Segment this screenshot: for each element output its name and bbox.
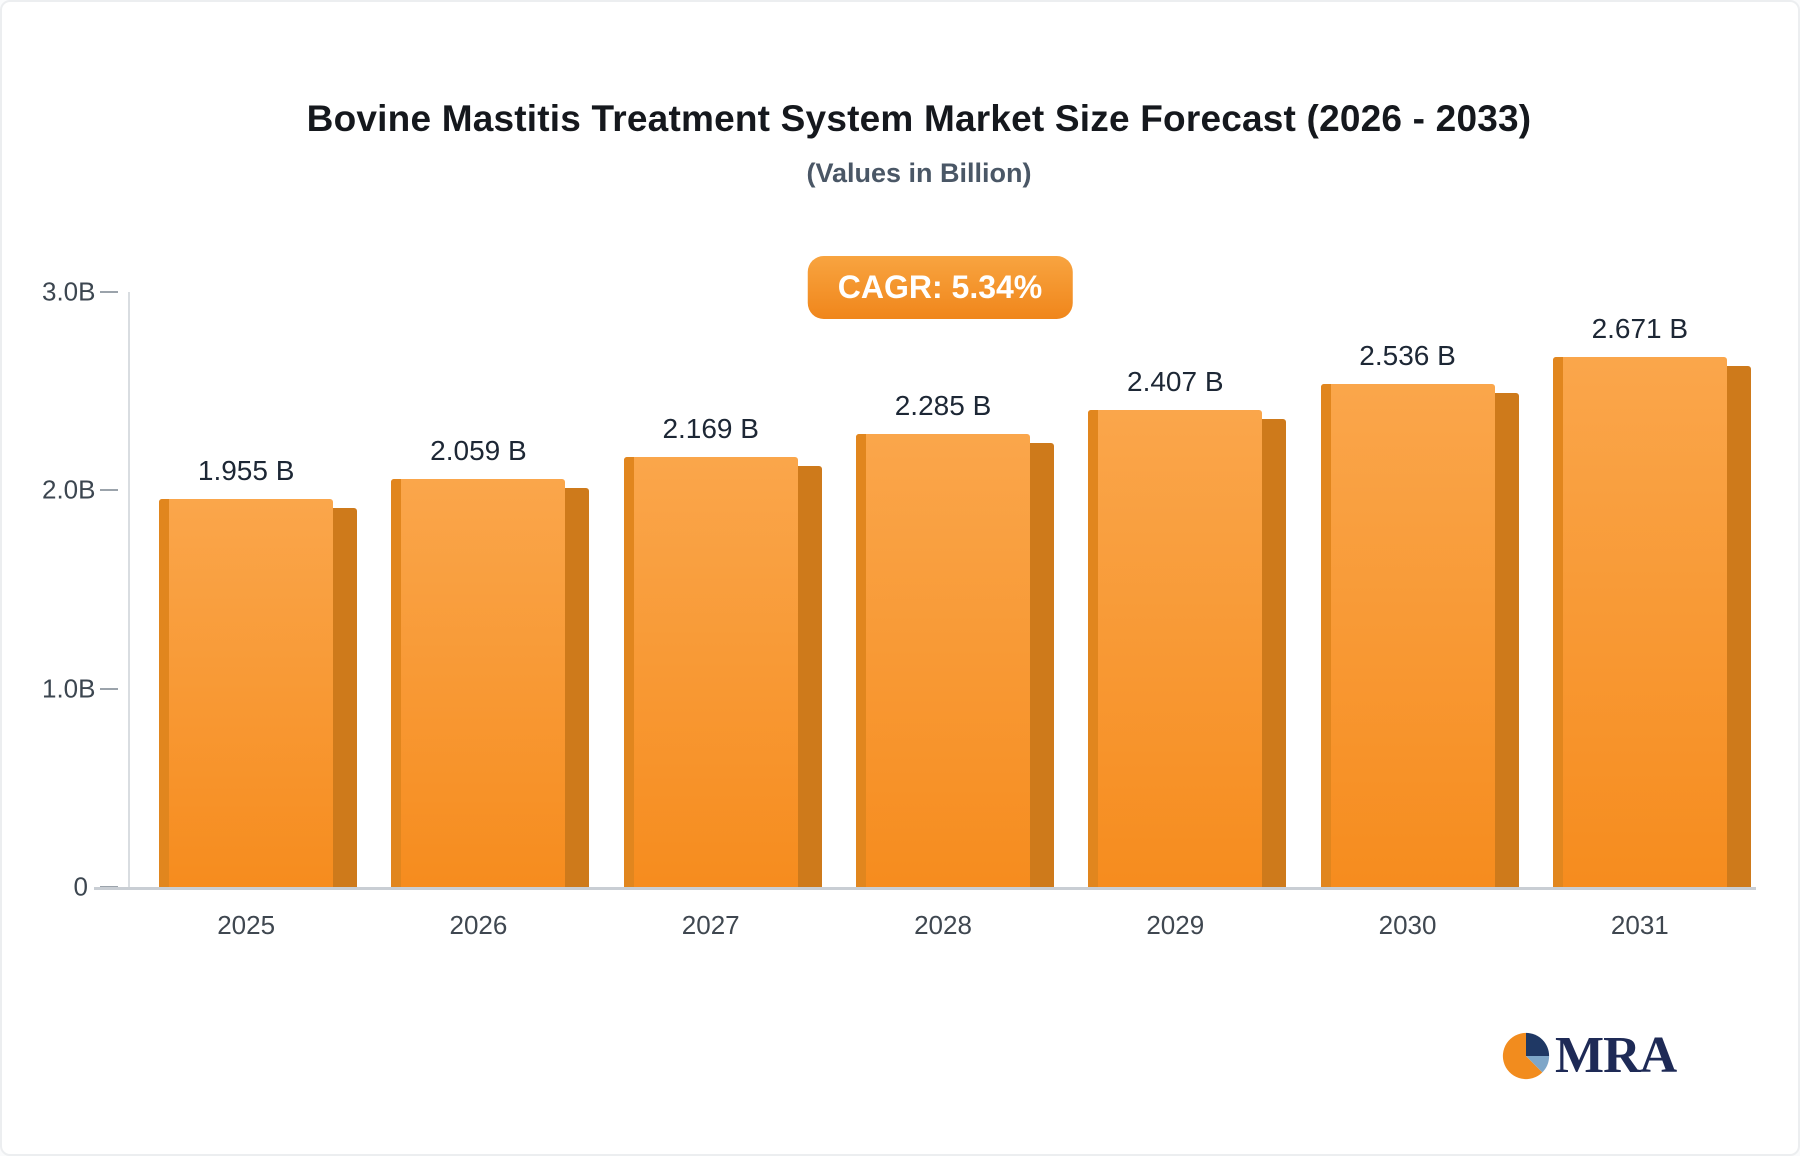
- y-axis: 3.0B 2.0B 1.0B 0: [42, 277, 128, 902]
- bar-group: 2.536 B 2030: [1291, 292, 1523, 940]
- bar: [159, 499, 358, 887]
- x-axis-label: 2025: [217, 910, 276, 940]
- y-tick-mark: [100, 291, 118, 293]
- x-axis-label: 2030: [1378, 910, 1437, 940]
- bar: [623, 457, 822, 887]
- y-tick-label: 3.0B: [42, 276, 96, 307]
- mra-logo: MRA: [1500, 1027, 1677, 1084]
- bar-group: 2.407 B 2029: [1059, 292, 1291, 940]
- y-tick-mark: [100, 687, 118, 690]
- bar-value-label: 2.169 B: [662, 413, 759, 444]
- bar: [1552, 357, 1751, 887]
- bar-group: 2.671 B 2031: [1524, 292, 1756, 940]
- bar: [855, 434, 1054, 887]
- bar-value-label: 2.407 B: [1127, 366, 1224, 397]
- mra-logo-icon: [1502, 1032, 1550, 1080]
- bar-group: 1.955 B 2025: [130, 292, 362, 940]
- bar-value-label: 2.285 B: [894, 390, 992, 421]
- bar: [391, 479, 590, 887]
- bar-group: 2.285 B 2028: [827, 292, 1059, 940]
- x-axis-label: 2027: [681, 910, 740, 940]
- bar-group: 2.169 B 2027: [595, 292, 827, 940]
- bar-group: 2.059 B 2026: [362, 292, 594, 940]
- chart-title: Bovine Mastitis Treatment System Market …: [306, 98, 1532, 139]
- chart-subtitle: (Values in Billion): [806, 158, 1032, 188]
- x-axis-label: 2028: [914, 910, 972, 940]
- bar-value-label: 2.671 B: [1591, 313, 1689, 344]
- x-axis-label: 2031: [1610, 910, 1669, 940]
- bar-value-label: 1.955 B: [197, 455, 295, 486]
- x-axis-label: 2029: [1146, 910, 1205, 940]
- bar-value-label: 2.059 B: [430, 435, 527, 466]
- y-tick-mark: [100, 489, 118, 492]
- cagr-badge: CAGR: 5.34%: [807, 256, 1073, 319]
- bar-value-label: 2.536 B: [1359, 340, 1456, 371]
- mra-logo-text: MRA: [1555, 1027, 1677, 1084]
- y-tick-label: 0: [73, 871, 88, 902]
- chart-header: Bovine Mastitis Treatment System Market …: [40, 98, 1798, 189]
- plot-area: 1.955 B 2025 2.059 B 2026 2.169 B 2027 2.285 B…: [94, 292, 1756, 940]
- x-axis-label: 2026: [449, 910, 508, 940]
- bar: [1320, 384, 1519, 887]
- bar-chart: 3.0B 2.0B 1.0B 0 1.955 B 2025 2.059 B 2026 2.16…: [42, 277, 1756, 940]
- y-tick-label: 1.0B: [42, 673, 96, 704]
- bar: [1088, 410, 1287, 887]
- y-tick-label: 2.0B: [42, 474, 96, 505]
